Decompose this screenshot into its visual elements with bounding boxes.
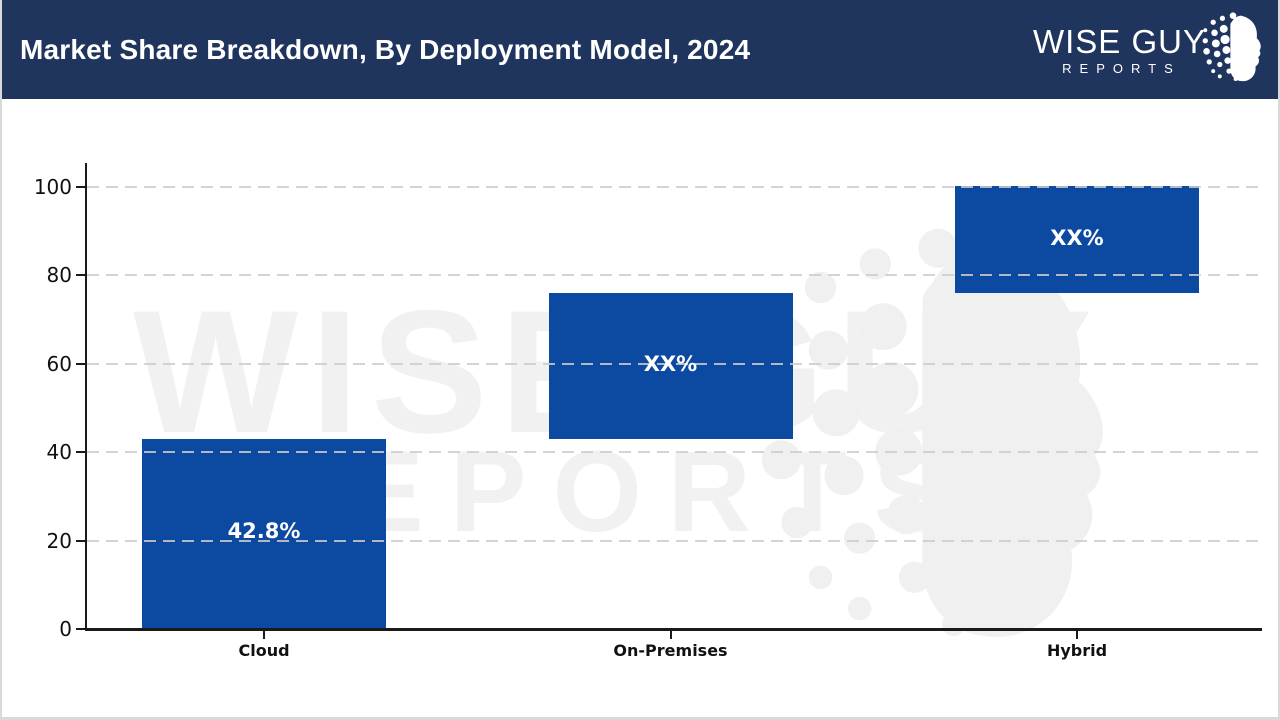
y-tick-label: 40 xyxy=(46,440,72,465)
x-category-label: Cloud xyxy=(238,641,290,660)
gridline xyxy=(87,362,1262,365)
x-category-label: Hybrid xyxy=(1046,641,1108,660)
y-tick-mark xyxy=(76,451,85,454)
y-tick-mark xyxy=(76,539,85,542)
y-tick-label: 60 xyxy=(46,351,72,376)
y-tick-mark xyxy=(76,362,85,365)
x-category-label: On-Premises xyxy=(613,641,728,660)
page-title: Market Share Breakdown, By Deployment Mo… xyxy=(20,33,751,65)
x-tick-mark xyxy=(1076,631,1078,639)
gridline xyxy=(87,186,1262,188)
brand-logo: WISE GUY REPORTS xyxy=(1033,8,1266,92)
gridline xyxy=(87,539,1262,542)
y-tick-mark xyxy=(76,628,85,630)
bar-value-label: XX% xyxy=(1050,225,1104,250)
y-axis-line xyxy=(85,163,87,631)
face-profile xyxy=(1230,15,1261,82)
y-tick-label: 0 xyxy=(59,617,72,641)
bar-cloud xyxy=(142,438,386,628)
dotted-face-icon xyxy=(1202,12,1261,82)
y-tick-mark xyxy=(76,274,85,277)
y-tick-label: 100 xyxy=(33,175,72,199)
y-tick-label: 80 xyxy=(46,263,72,288)
bar-value-label: 42.8% xyxy=(227,519,301,544)
chart-area: WISE GUY REPORTS 02040608010042.8%CloudX… xyxy=(0,99,1280,720)
gridline xyxy=(87,274,1262,277)
brand-logo-text: WISE GUY REPORTS xyxy=(1033,25,1206,75)
gridline xyxy=(87,451,1262,454)
brand-name: WISE GUY xyxy=(1032,23,1206,60)
y-tick-label: 20 xyxy=(46,528,72,553)
x-tick-mark xyxy=(263,631,265,639)
bar-value-label: XX% xyxy=(643,352,698,377)
x-axis-line xyxy=(85,628,1262,631)
header-bar: Market Share Breakdown, By Deployment Mo… xyxy=(0,0,1280,99)
brand-subname: REPORTS xyxy=(1062,61,1181,76)
x-tick-mark xyxy=(669,631,672,639)
y-tick-mark xyxy=(76,186,85,188)
bar-on-premises xyxy=(548,293,793,439)
